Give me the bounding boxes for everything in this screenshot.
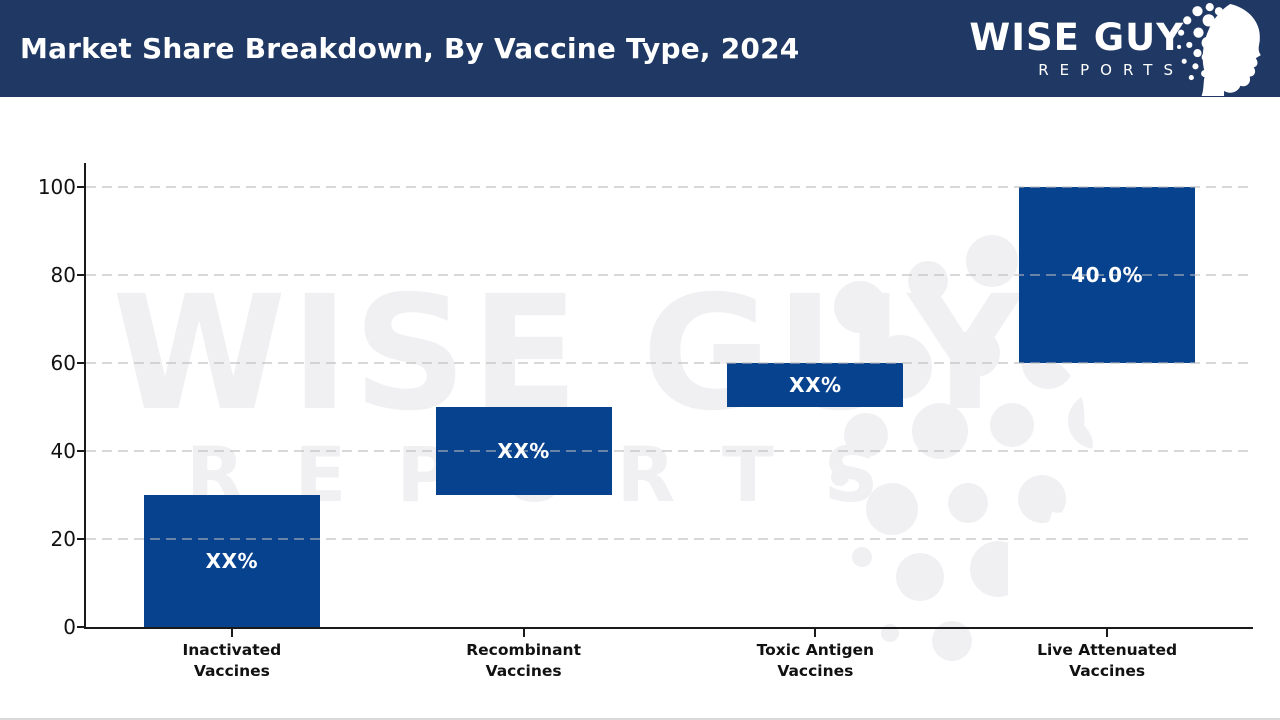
- x-category-label: Recombinant Vaccines: [466, 641, 582, 680]
- x-tick: [522, 629, 525, 637]
- y-tick: [77, 186, 86, 188]
- wise-guy-logo: WISE GUY REPORTS: [969, 0, 1274, 97]
- bar-value-label: XX%: [497, 439, 550, 463]
- gridline: [86, 362, 1253, 364]
- x-category-label: Live Attenuated Vaccines: [1037, 641, 1178, 680]
- y-tick: [77, 450, 86, 452]
- y-tick-label: 0: [63, 615, 76, 639]
- y-tick-label: 80: [50, 263, 76, 287]
- gridline: [86, 538, 1253, 540]
- x-tick: [230, 629, 233, 637]
- logo-head-profile-icon: [1177, 2, 1261, 96]
- header-bar: Market Share Breakdown, By Vaccine Type,…: [0, 0, 1280, 97]
- bar-value-label: XX%: [789, 373, 842, 397]
- chart-area: WISE GUY REPORTS 020406080100XX%Inactiva…: [0, 97, 1280, 718]
- gridline: [86, 186, 1253, 188]
- y-tick-label: 100: [37, 175, 76, 199]
- x-tick: [814, 629, 817, 637]
- y-tick: [77, 538, 86, 540]
- x-tick: [1106, 629, 1109, 637]
- y-tick: [77, 362, 86, 364]
- bar-value-label: XX%: [205, 549, 259, 573]
- logo-subtitle: REPORTS: [1038, 60, 1184, 79]
- y-tick-label: 60: [50, 351, 76, 375]
- bar: [143, 495, 320, 627]
- y-tick: [77, 274, 86, 276]
- bar-value-label: 40.0%: [1071, 263, 1144, 287]
- logo-text: WISE GUY REPORTS: [969, 19, 1184, 79]
- x-category-label: Toxic Antigen Vaccines: [756, 641, 875, 680]
- y-tick: [77, 626, 86, 628]
- y-axis-spine: [84, 163, 86, 629]
- x-category-label: Inactivated Vaccines: [182, 641, 282, 680]
- page-title: Market Share Breakdown, By Vaccine Type,…: [20, 32, 800, 65]
- y-tick-label: 40: [50, 439, 76, 463]
- y-tick-label: 20: [50, 527, 76, 551]
- gridline: [86, 274, 1253, 276]
- logo-wordmark: WISE GUY: [969, 15, 1184, 59]
- gridline: [86, 450, 1253, 452]
- x-axis-spine: [84, 627, 1253, 629]
